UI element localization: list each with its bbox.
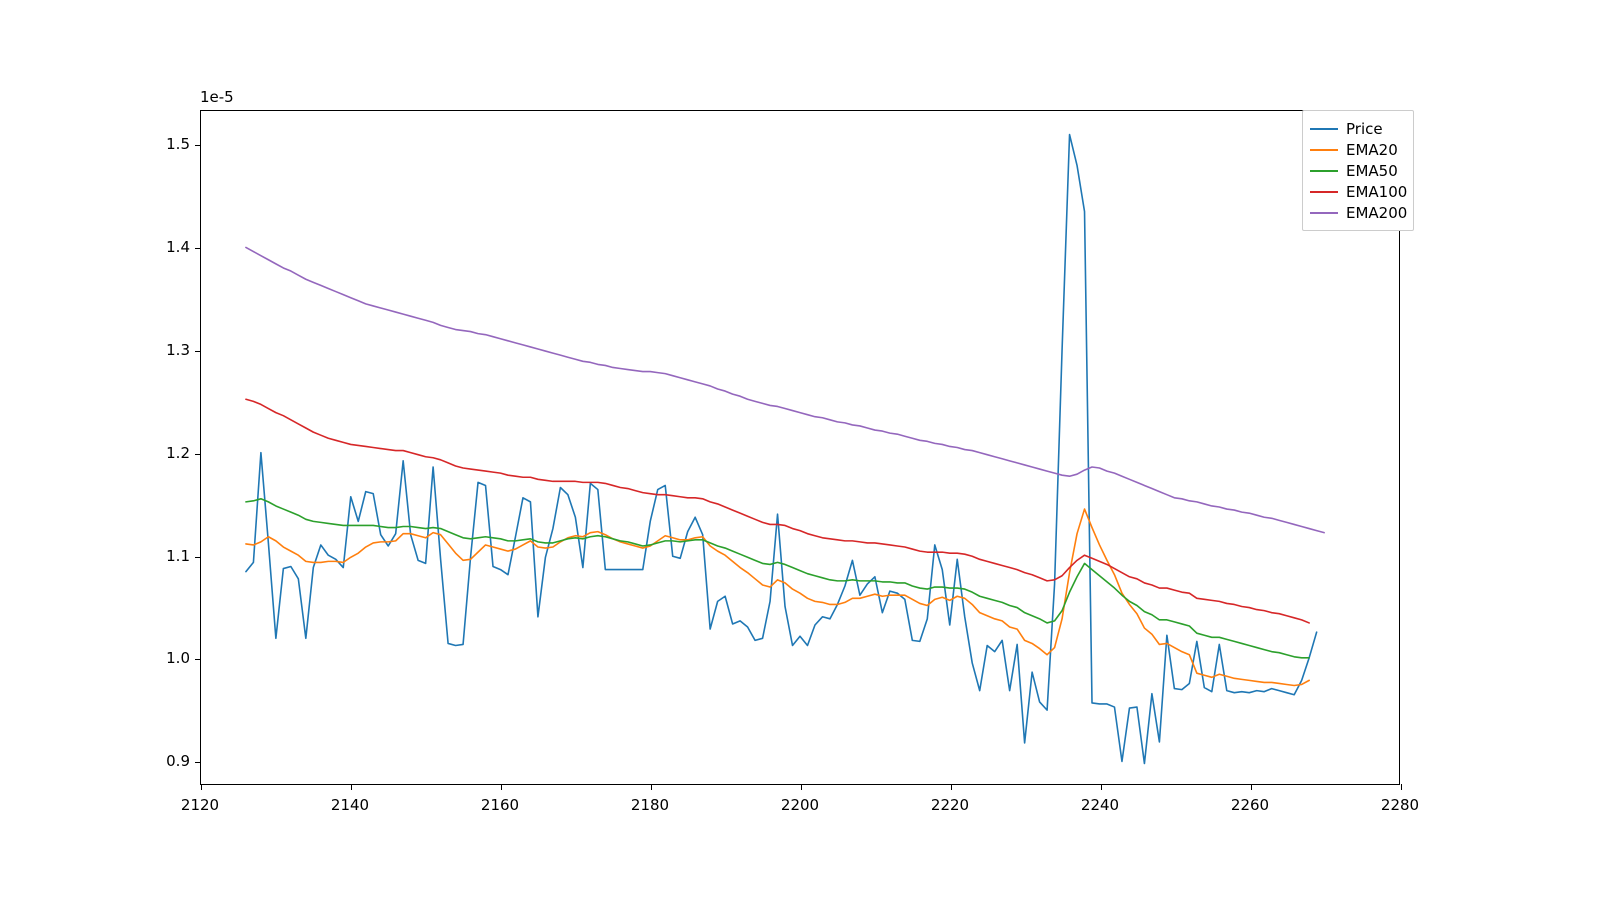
plot-area: [195, 110, 1402, 790]
y-tick-label: 1.0: [166, 649, 190, 668]
chart-lines: [201, 111, 1399, 784]
x-tick-mark: [951, 784, 952, 790]
y-tick-mark: [195, 659, 201, 661]
y-tick-mark: [195, 556, 201, 558]
x-tick-label: 2120: [180, 796, 220, 814]
x-tick-label: 2160: [480, 796, 520, 814]
legend-swatch-icon: [1310, 127, 1338, 130]
legend-label: EMA20: [1346, 140, 1398, 159]
y-tick-label: 1.3: [166, 340, 190, 359]
legend-item-ema20[interactable]: EMA20: [1310, 139, 1405, 160]
y-tick-label: 0.9: [166, 752, 190, 771]
legend-label: Price: [1346, 119, 1383, 138]
y-tick-mark: [195, 762, 201, 764]
x-tick-label: 2260: [1230, 796, 1270, 814]
series-line-ema20: [246, 509, 1309, 685]
series-line-ema50: [246, 499, 1309, 658]
legend-label: EMA100: [1346, 182, 1408, 201]
x-tick-label: 2200: [780, 796, 820, 814]
x-tick-mark: [501, 784, 502, 790]
y-tick-label: 1.5: [166, 134, 190, 153]
legend-item-price[interactable]: Price: [1310, 118, 1405, 139]
chart-legend: Price EMA20 EMA50 EMA100 EMA200: [1302, 110, 1414, 231]
x-tick-label: 2240: [1080, 796, 1120, 814]
y-tick-mark: [195, 453, 201, 455]
legend-swatch-icon: [1310, 148, 1338, 151]
x-tick-mark: [651, 784, 652, 790]
y-tick-mark: [195, 144, 201, 146]
x-tick-mark: [801, 784, 802, 790]
legend-swatch-icon: [1310, 190, 1338, 193]
legend-label: EMA50: [1346, 161, 1398, 180]
series-line-ema100: [246, 399, 1309, 623]
legend-swatch-icon: [1310, 211, 1338, 214]
legend-item-ema100[interactable]: EMA100: [1310, 181, 1408, 202]
x-tick-label: 2140: [330, 796, 370, 814]
legend-swatch-icon: [1310, 169, 1338, 172]
x-tick-mark: [1251, 784, 1252, 790]
x-tick-mark: [1401, 784, 1402, 790]
series-line-ema200: [246, 247, 1324, 532]
x-tick-mark: [351, 784, 352, 790]
x-tick-label: 2280: [1380, 796, 1420, 814]
x-tick-label: 2220: [930, 796, 970, 814]
y-tick-label: 1.1: [166, 546, 190, 565]
y-tick-label: 1.2: [166, 443, 190, 462]
y-tick-mark: [195, 247, 201, 249]
y-tick-label: 1.4: [166, 237, 190, 256]
y-axis-offset-label: 1e-5: [200, 88, 234, 106]
x-tick-mark: [1101, 784, 1102, 790]
legend-item-ema200[interactable]: EMA200: [1310, 202, 1408, 223]
x-tick-label: 2180: [630, 796, 670, 814]
x-tick-mark: [201, 784, 202, 790]
legend-item-ema50[interactable]: EMA50: [1310, 160, 1405, 181]
y-tick-mark: [195, 350, 201, 352]
series-line-price: [246, 135, 1317, 764]
legend-label: EMA200: [1346, 203, 1408, 222]
